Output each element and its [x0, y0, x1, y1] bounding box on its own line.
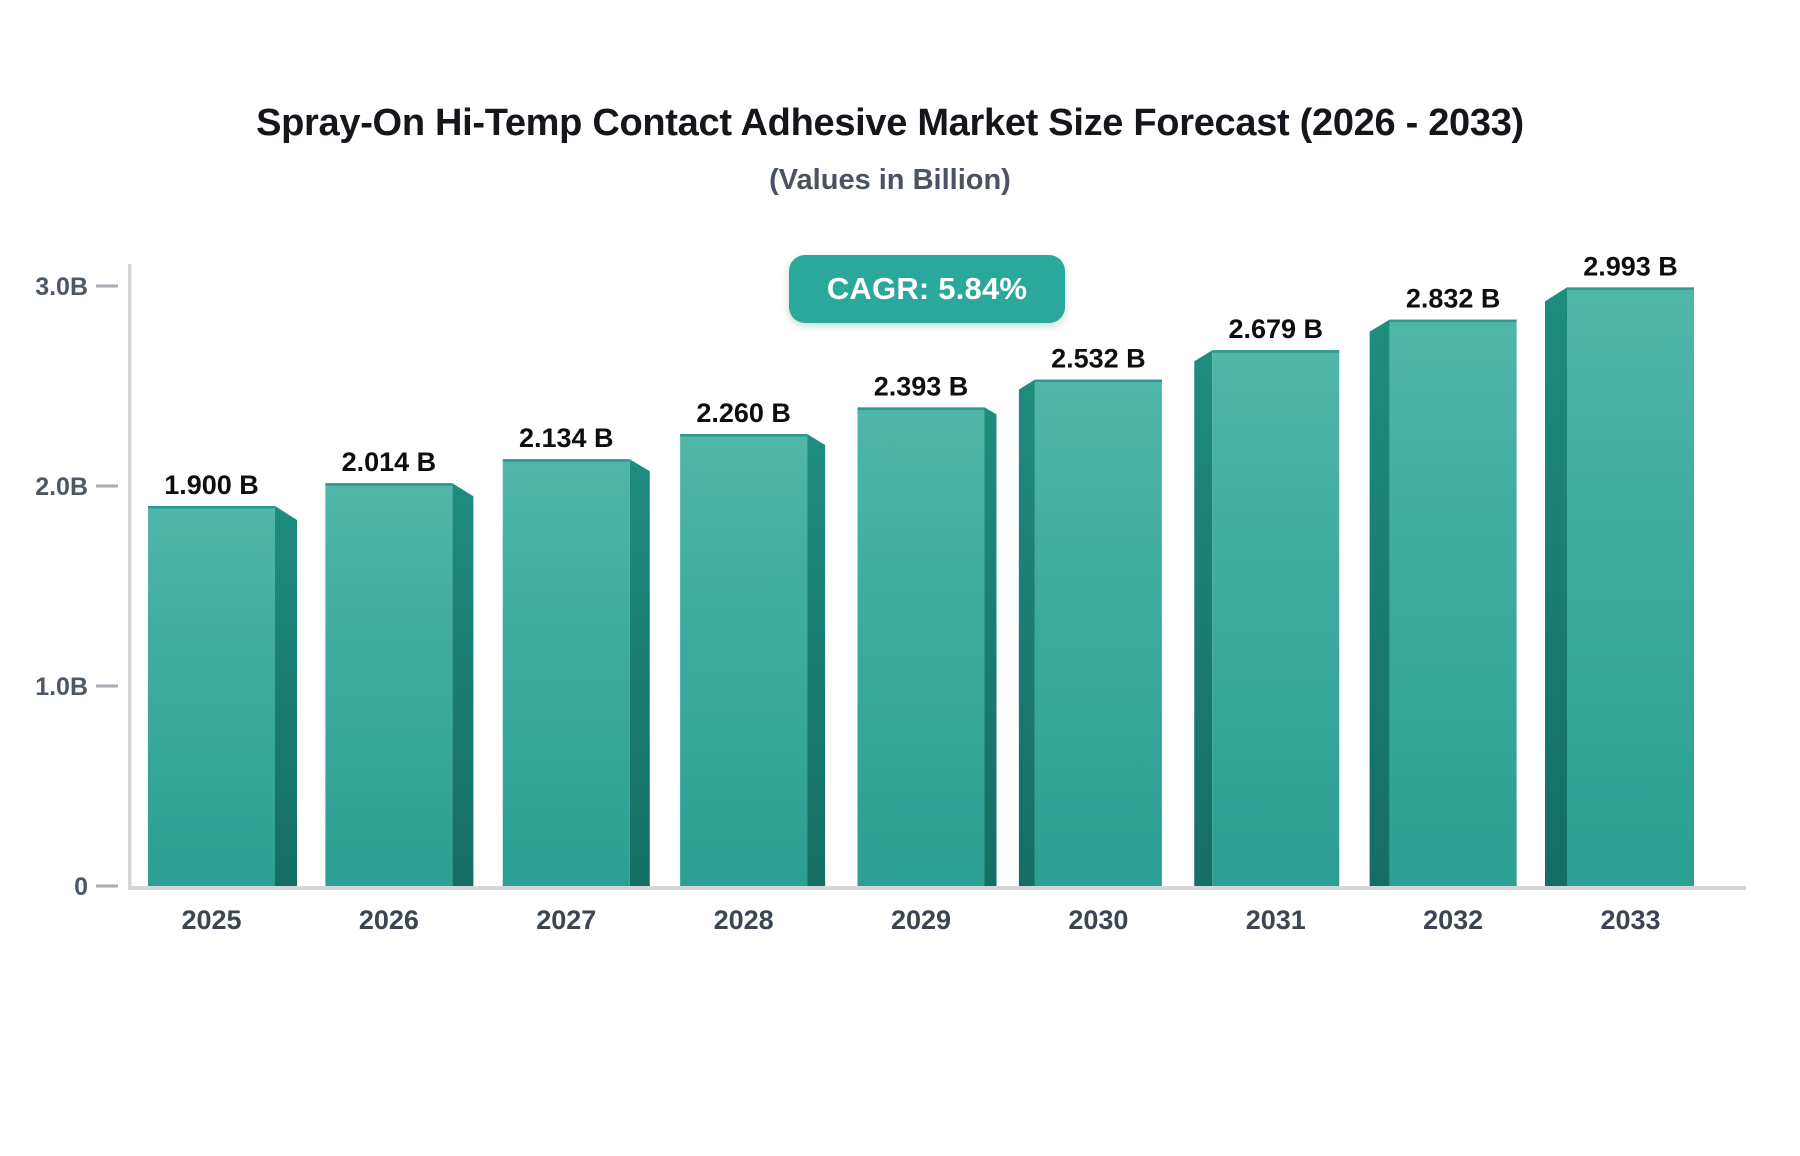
- y-tick-mark: [96, 484, 118, 488]
- bar-side-face: [452, 483, 474, 886]
- bar-group-2032: 2.832 B 2032: [1369, 284, 1517, 935]
- bar-group-2033: 2.993 B 2033: [1545, 251, 1694, 935]
- bar-front-face: [1567, 287, 1694, 886]
- y-tick-mark: [96, 884, 118, 888]
- bar-top-edge: [680, 434, 808, 437]
- bar-side-face: [1018, 379, 1035, 886]
- bar-group-2030: 2.532 B 2030: [1018, 344, 1162, 935]
- bar-value-label: 2.260 B: [696, 398, 791, 428]
- bar-value-label: 2.679 B: [1228, 314, 1323, 344]
- bar-value-label: 2.134 B: [519, 423, 614, 453]
- bar-top-edge: [1389, 319, 1517, 323]
- bar-side-face: [1369, 319, 1390, 887]
- bar-group-2027: 2.134 B 2027: [502, 423, 650, 935]
- bar-group-2028: 2.260 B 2028: [680, 398, 826, 935]
- cagr-badge: CAGR: 5.84%: [789, 255, 1065, 323]
- y-tick-mark: [96, 284, 118, 288]
- bar-front-face: [857, 407, 985, 886]
- bar-top-edge: [502, 459, 630, 462]
- x-axis-label: 2031: [1246, 905, 1306, 935]
- bar-top-edge: [325, 483, 453, 486]
- bar-value-label: 2.014 B: [342, 447, 437, 477]
- chart-title: Spray-On Hi-Temp Contact Adhesive Market…: [256, 102, 1524, 144]
- y-axis-line: [128, 264, 132, 889]
- bar-top-edge: [857, 407, 985, 410]
- x-axis-label: 2033: [1600, 905, 1660, 935]
- bar-top-edge: [1212, 350, 1340, 353]
- y-tick-label: 2.0B: [35, 473, 88, 501]
- bar-top-edge: [1567, 287, 1694, 290]
- bar-front-face: [502, 459, 630, 886]
- x-axis-label: 2025: [181, 905, 241, 935]
- bar-side-face: [1545, 287, 1567, 886]
- bar-front-face: [148, 506, 275, 886]
- x-axis-label: 2026: [359, 905, 419, 935]
- bar-side-face: [275, 506, 297, 886]
- bar-front-face: [1034, 379, 1162, 886]
- y-tick-label: 1.0B: [35, 673, 88, 701]
- x-axis-label: 2027: [536, 905, 596, 935]
- bar-group-2031: 2.679 B 2031: [1194, 314, 1340, 935]
- bar-side-face: [629, 459, 650, 886]
- bar-front-face: [325, 483, 453, 886]
- bar-value-label: 2.993 B: [1583, 251, 1678, 281]
- bar-top-edge: [148, 506, 275, 509]
- bar-value-label: 2.532 B: [1051, 344, 1146, 374]
- bar-side-face: [1194, 350, 1213, 886]
- bar-side-face: [984, 407, 997, 886]
- x-axis-label: 2032: [1423, 905, 1483, 935]
- y-tick-label: 0: [74, 873, 88, 901]
- bar-group-2025: 1.900 B 2025: [148, 470, 297, 935]
- cagr-badge-label: CAGR: 5.84%: [826, 271, 1028, 306]
- bar-value-label: 2.393 B: [874, 371, 969, 401]
- x-axis-label: 2030: [1068, 905, 1128, 935]
- chart-subtitle: (Values in Billion): [769, 164, 1011, 196]
- bar-group-2026: 2.014 B 2026: [325, 447, 474, 935]
- y-tick-label: 3.0B: [35, 273, 88, 301]
- x-axis-line: [128, 886, 1746, 890]
- bar-value-label: 2.832 B: [1406, 284, 1501, 314]
- bar-front-face: [1212, 350, 1340, 886]
- bar-front-face: [1389, 319, 1517, 887]
- x-axis-label: 2028: [714, 905, 774, 935]
- bar-group-2029: 2.393 B 2029: [857, 371, 997, 935]
- bar-top-edge: [1034, 379, 1162, 383]
- bar-front-face: [680, 434, 808, 886]
- y-tick-mark: [96, 684, 118, 688]
- bar-side-face: [807, 434, 826, 886]
- x-axis-label: 2029: [891, 905, 951, 935]
- bar-value-label: 1.900 B: [164, 470, 259, 500]
